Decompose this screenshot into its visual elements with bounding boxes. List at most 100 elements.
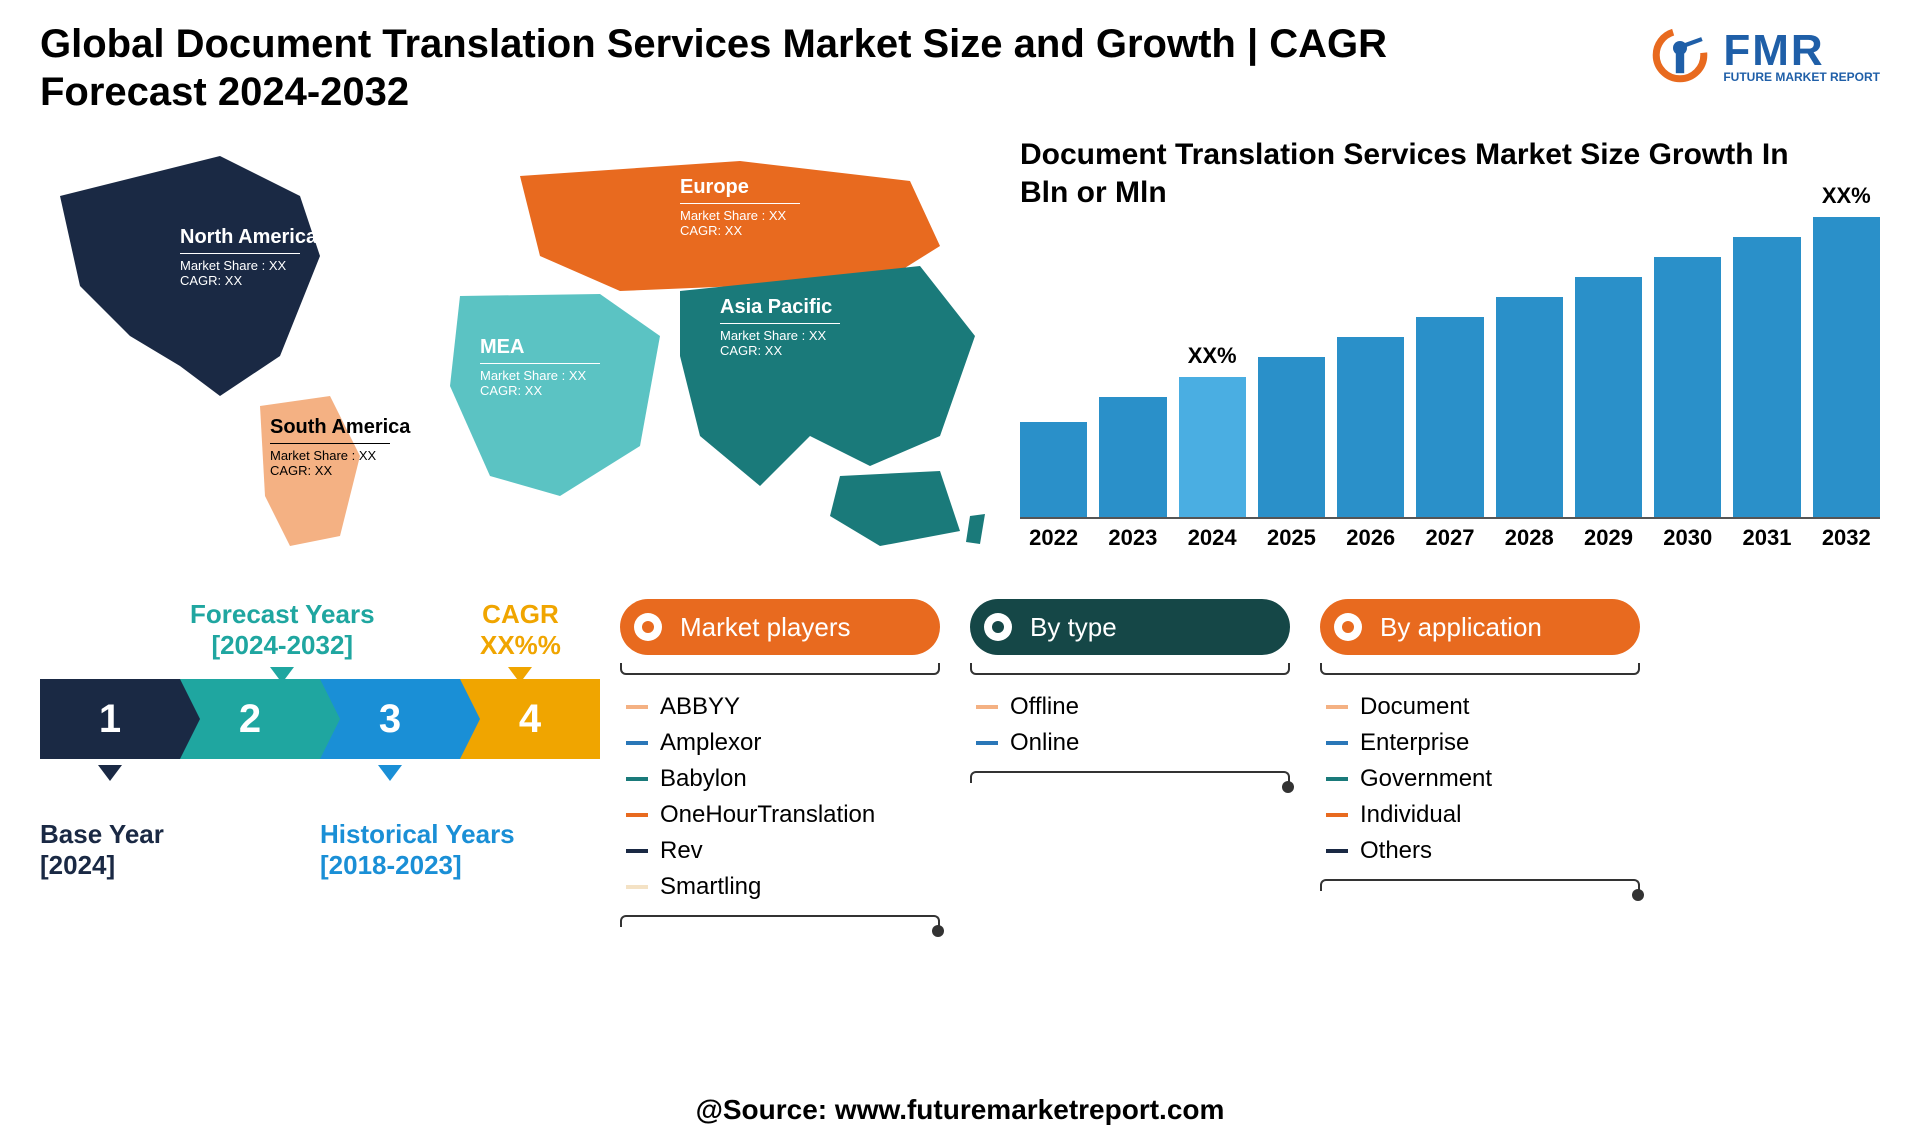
region-mea: MEA Market Share : XX CAGR: XX [480, 336, 600, 398]
pill-item: Document [1320, 689, 1640, 725]
pill-item-label: OneHourTranslation [660, 801, 875, 829]
pill-item: Amplexor [620, 725, 940, 761]
chart-bar [1337, 337, 1404, 517]
pill-item-label: Smartling [660, 873, 761, 901]
region-cagr: CAGR: XX [480, 383, 600, 398]
pill-item: Online [970, 725, 1290, 761]
base-label: Base Year [40, 819, 164, 849]
region-name: MEA [480, 336, 600, 359]
pill-item-label: Babylon [660, 765, 747, 793]
pill-marker-icon [1326, 813, 1348, 817]
region-share: Market Share : XX [180, 258, 317, 273]
pill-item-label: Document [1360, 693, 1469, 721]
timeline-boxes: 1 2 3 4 [40, 679, 600, 759]
pill-item-label: Rev [660, 837, 703, 865]
chart-x-label: 2025 [1258, 525, 1325, 551]
box-num: 2 [239, 697, 261, 742]
pill-item: Offline [970, 689, 1290, 725]
timeline: Forecast Years [2024-2032] CAGR XX%% 1 2… [40, 599, 600, 781]
top-row: North America Market Share : XX CAGR: XX… [40, 136, 1880, 559]
region-europe: Europe Market Share : XX CAGR: XX [680, 176, 800, 238]
region-south-america: South America Market Share : XX CAGR: XX [270, 416, 410, 478]
timeline-box-2: 2 [180, 679, 320, 759]
pill-title: By application [1380, 612, 1542, 643]
chart-x-label: 2023 [1099, 525, 1166, 551]
region-name: South America [270, 416, 410, 439]
timeline-historical: Historical Years [2018-2023] [320, 819, 515, 881]
region-cagr: CAGR: XX [680, 223, 800, 238]
world-map: North America Market Share : XX CAGR: XX… [40, 136, 1000, 556]
pill-section: By application Document Enterprise Governme… [1320, 599, 1640, 927]
pill-item-label: Online [1010, 729, 1079, 757]
pill-marker-icon [626, 777, 648, 781]
pill-header: By application [1320, 599, 1640, 655]
chart-x-label: 2031 [1733, 525, 1800, 551]
timeline-box-4: 4 [460, 679, 600, 759]
chart-bar [1654, 257, 1721, 517]
chart-bar [1258, 357, 1325, 517]
pill-list: ABBYY Amplexor Babylon OneHourTranslation Re… [620, 689, 940, 905]
pill-item-label: Government [1360, 765, 1492, 793]
logo-sub-label: FUTURE MARKET REPORT [1723, 70, 1880, 84]
pill-title: By type [1030, 612, 1117, 643]
timeline-cagr: CAGR XX%% [480, 599, 561, 683]
pill-marker-icon [626, 813, 648, 817]
forecast-range: [2024-2032] [211, 630, 353, 660]
chart-annotation: XX% [1822, 183, 1871, 209]
pill-item-label: Individual [1360, 801, 1461, 829]
region-share: Market Share : XX [480, 368, 600, 383]
pill-marker-icon [976, 705, 998, 709]
bar-chart: Document Translation Services Market Siz… [1020, 136, 1880, 559]
timeline-box-1: 1 [40, 679, 180, 759]
pill-title: Market players [680, 612, 851, 643]
logo: FMR FUTURE MARKET REPORT [1645, 20, 1880, 95]
pill-marker-icon [626, 741, 648, 745]
region-cagr: CAGR: XX [270, 463, 410, 478]
pill-item-label: Amplexor [660, 729, 761, 757]
pill-item: Enterprise [1320, 725, 1640, 761]
timeline-base: Base Year [2024] [40, 819, 164, 881]
pill-section: By type Offline Online [970, 599, 1290, 927]
chart-bar [1099, 397, 1166, 517]
logo-text: FMR FUTURE MARKET REPORT [1723, 31, 1880, 85]
chart-bar [1575, 277, 1642, 517]
pill-marker-icon [976, 741, 998, 745]
pill-item: Smartling [620, 869, 940, 905]
forecast-label: Forecast Years [190, 599, 375, 629]
box-num: 3 [379, 697, 401, 742]
region-north-america: North America Market Share : XX CAGR: XX [180, 226, 317, 288]
pill-group: Market players ABBYY Amplexor Babylon OneHou… [620, 599, 1880, 927]
timeline-box-3: 3 [320, 679, 460, 759]
region-name: Europe [680, 176, 800, 199]
pill-item-label: ABBYY [660, 693, 740, 721]
cagr-label: CAGR [482, 599, 559, 629]
source-footer: @Source: www.futuremarketreport.com [0, 1094, 1920, 1126]
region-name: Asia Pacific [720, 296, 840, 319]
pill-list: Offline Online [970, 689, 1290, 761]
cagr-value: XX%% [480, 630, 561, 660]
hist-label: Historical Years [320, 819, 515, 849]
chart-x-label: 2028 [1496, 525, 1563, 551]
pill-item: Government [1320, 761, 1640, 797]
chart-x-label: 2032 [1813, 525, 1880, 551]
chart-title: Document Translation Services Market Siz… [1020, 136, 1880, 211]
pill-item: ABBYY [620, 689, 940, 725]
pill-header: Market players [620, 599, 940, 655]
chart-x-label: 2024 [1179, 525, 1246, 551]
hist-range: [2018-2023] [320, 850, 462, 880]
region-share: Market Share : XX [680, 208, 800, 223]
pill-list: Document Enterprise Government Individual Ot… [1320, 689, 1640, 869]
chart-bar: XX% [1813, 217, 1880, 517]
box-num: 4 [519, 697, 541, 742]
pill-section: Market players ABBYY Amplexor Babylon OneHou… [620, 599, 940, 927]
pill-marker-icon [1326, 705, 1348, 709]
pill-item-label: Others [1360, 837, 1432, 865]
header: Global Document Translation Services Mar… [40, 20, 1880, 116]
region-name: North America [180, 226, 317, 249]
timeline-forecast: Forecast Years [2024-2032] [190, 599, 375, 683]
pill-marker-icon [1326, 777, 1348, 781]
chart-bar [1496, 297, 1563, 517]
pill-item: OneHourTranslation [620, 797, 940, 833]
region-cagr: CAGR: XX [180, 273, 317, 288]
pill-marker-icon [626, 849, 648, 853]
